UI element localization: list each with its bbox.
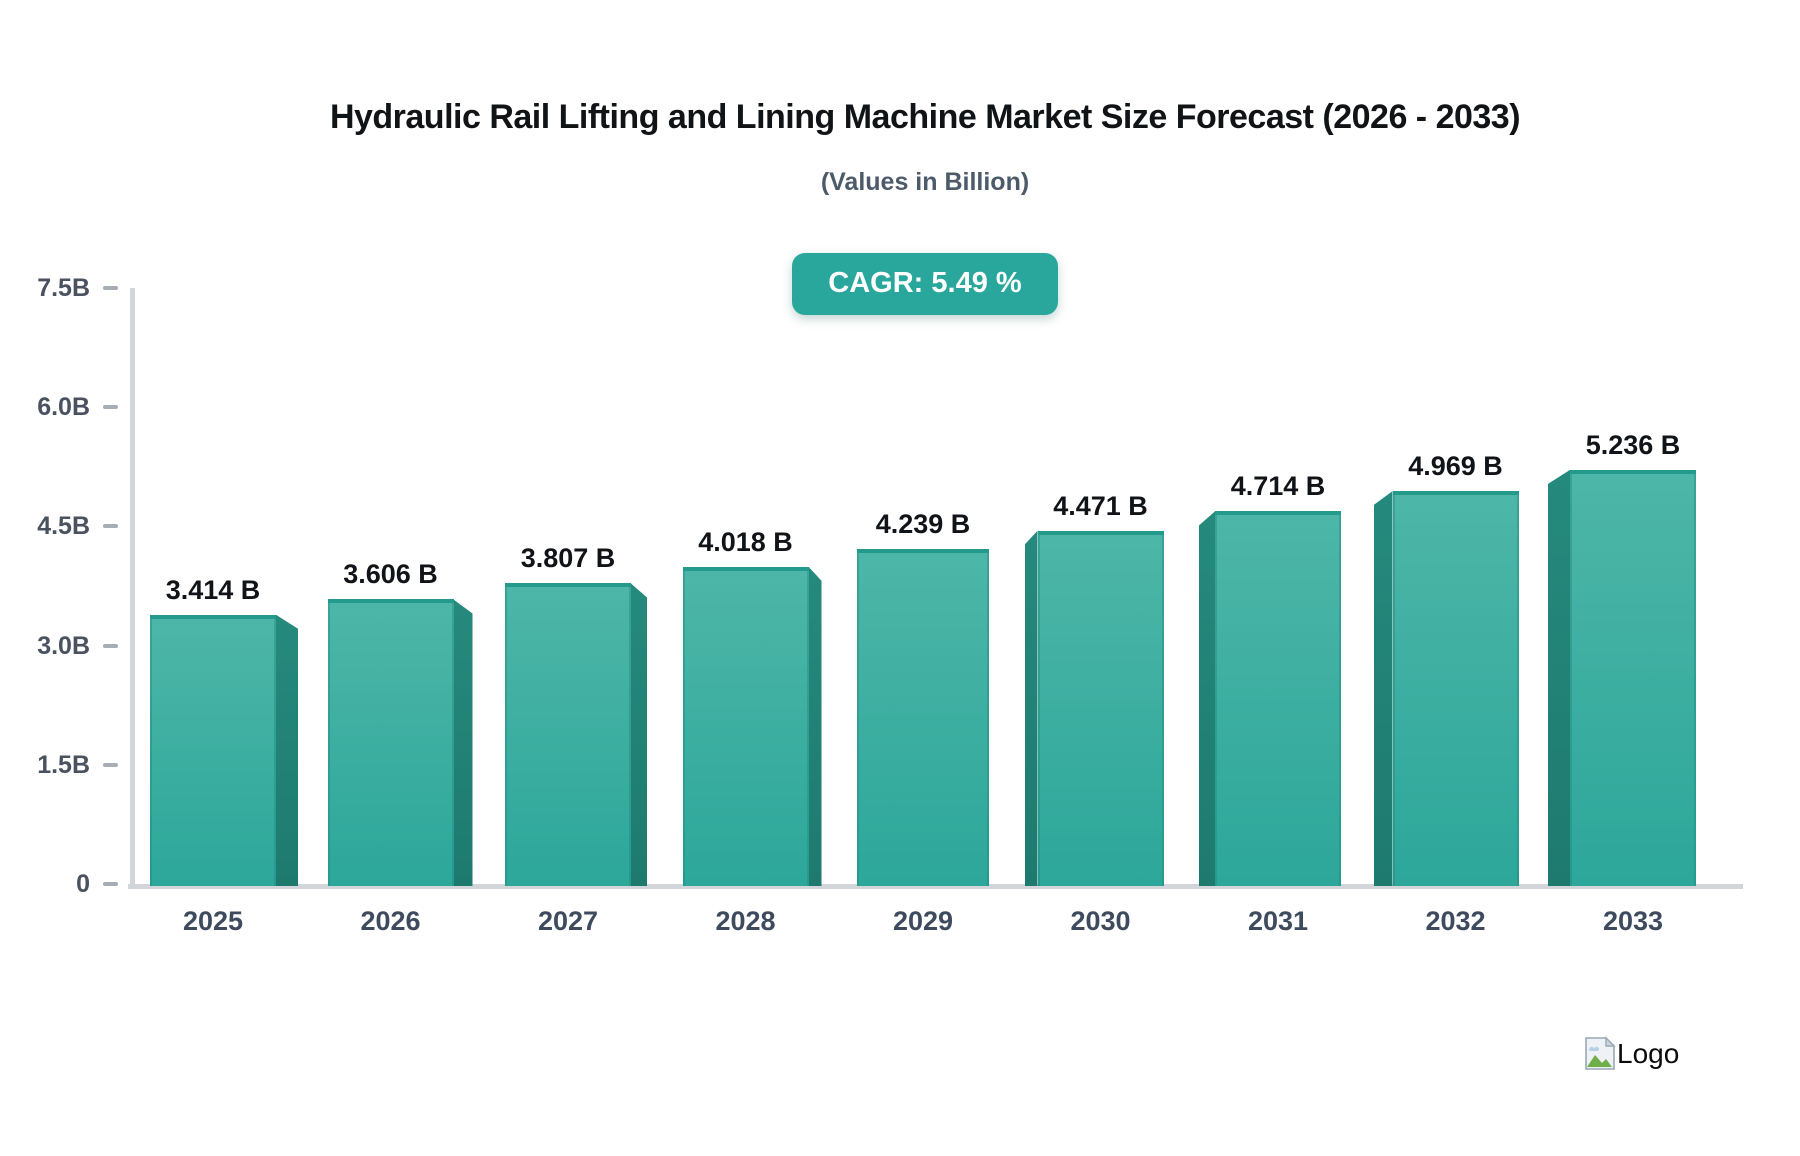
- x-tick-label: 2027: [537, 906, 599, 936]
- y-tick-dash: [103, 405, 118, 410]
- x-tick-label: 2032: [1425, 906, 1486, 936]
- bar-face: [327, 599, 454, 886]
- bar-value-label: 3.807 B: [520, 543, 616, 574]
- cagr-badge-row: CAGR: 5.49 %: [50, 253, 1800, 315]
- bar-value-label: 3.414 B: [165, 574, 261, 605]
- bar-face: [1037, 530, 1164, 886]
- y-tick-dash: [103, 762, 118, 767]
- bar-side: [631, 583, 647, 886]
- bar-side: [1548, 469, 1570, 886]
- x-tick-label: 2026: [360, 906, 421, 936]
- bar-value-label: 4.239 B: [875, 509, 971, 540]
- logo: Logo: [1583, 1036, 1679, 1071]
- bar-value-label: 5.236 B: [1585, 429, 1681, 460]
- bar-side: [808, 566, 822, 886]
- bar-value-label: 4.714 B: [1230, 471, 1326, 502]
- y-tick-label: 3.0B: [37, 631, 90, 660]
- bar-face: [682, 566, 809, 886]
- chart-subtitle: (Values in Billion): [820, 168, 1030, 196]
- bar-value-label: 4.471 B: [1053, 490, 1148, 521]
- chart-title: Hydraulic Rail Lifting and Lining Machin…: [329, 98, 1521, 136]
- bar-face: [505, 583, 631, 886]
- x-tick-label: 2025: [182, 906, 244, 936]
- y-axis-line: [130, 288, 135, 889]
- bar-side: [1199, 511, 1215, 886]
- y-tick-label: 1.5B: [37, 750, 90, 779]
- bar-side: [276, 614, 298, 886]
- bar-face: [1570, 469, 1696, 886]
- bar-face: [1215, 511, 1341, 886]
- x-tick-label: 2030: [1070, 906, 1131, 936]
- bar-face: [1392, 491, 1519, 886]
- bar-side: [1373, 491, 1393, 886]
- y-tick-dash: [103, 524, 118, 529]
- bar-side: [1024, 530, 1038, 886]
- y-tick-label: 0: [76, 870, 90, 898]
- y-tick-dash: [103, 643, 118, 648]
- logo-text: Logo: [1617, 1038, 1680, 1069]
- bar-value-label: 4.018 B: [698, 526, 793, 557]
- bar-face: [857, 549, 989, 886]
- x-tick-label: 2033: [1602, 906, 1664, 936]
- x-axis-line: [128, 884, 1743, 889]
- broken-image-icon: [1585, 1036, 1616, 1070]
- x-tick-label: 2029: [892, 906, 954, 936]
- y-tick-label: 6.0B: [37, 393, 90, 422]
- cagr-badge: CAGR: 5.49 %: [792, 253, 1058, 315]
- bar-value-label: 4.969 B: [1408, 451, 1503, 482]
- bar-value-label: 3.606 B: [343, 559, 438, 590]
- x-tick-label: 2031: [1247, 906, 1309, 936]
- y-tick-dash: [103, 286, 118, 290]
- cagr-badge-label: CAGR: 5.49 %: [828, 267, 1022, 299]
- x-tick-label: 2028: [715, 906, 776, 936]
- y-tick-dash: [103, 882, 118, 886]
- y-tick-label: 4.5B: [37, 512, 90, 541]
- bar-face: [150, 614, 276, 886]
- y-tick-label: 7.5B: [37, 274, 90, 302]
- bar-side: [453, 599, 473, 886]
